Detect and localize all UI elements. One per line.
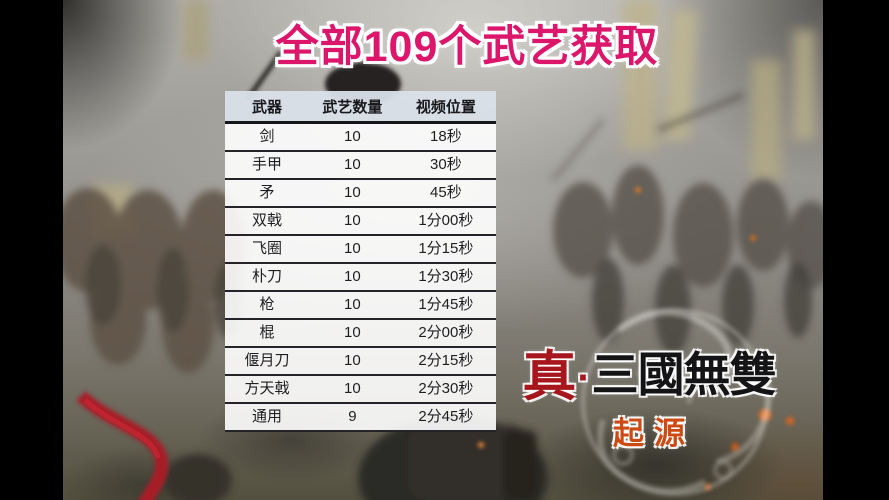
table-row: 飞圈 10 1分15秒 (225, 235, 496, 264)
skill-count-cell: 10 (309, 319, 396, 348)
video-position-cell: 2分00秒 (395, 319, 496, 348)
logo-separator-dot: · (577, 356, 591, 400)
video-position-cell: 2分30秒 (395, 375, 496, 404)
table-header-row: 武器 武艺数量 视频位置 (225, 91, 496, 124)
table-row: 手甲 10 30秒 (225, 151, 496, 180)
video-content-frame: 全部109个武艺获取 武器 武艺数量 视频位置 剑 10 18秒 手甲 10 30秒矛 10… (63, 0, 823, 500)
video-position-cell: 30秒 (395, 151, 496, 180)
cavalry-silhouettes (63, 93, 823, 373)
video-position-cell: 1分45秒 (395, 291, 496, 320)
soldier-legs (358, 416, 548, 500)
table-row: 棍 10 2分00秒 (225, 319, 496, 348)
skill-count-cell: 10 (309, 207, 396, 236)
table-row: 方天戟 10 2分30秒 (225, 375, 496, 404)
column-header-video-position: 视频位置 (395, 91, 496, 124)
video-position-cell: 2分45秒 (395, 403, 496, 432)
table-row: 双戟 10 1分00秒 (225, 207, 496, 236)
logo-subtitle: 起源 (613, 416, 695, 451)
weapon-name-cell: 偃月刀 (225, 347, 309, 376)
video-position-cell: 1分00秒 (395, 207, 496, 236)
video-position-cell: 45秒 (395, 179, 496, 208)
weapon-name-cell: 朴刀 (225, 263, 309, 292)
weapon-name-cell: 通用 (225, 403, 309, 432)
letterbox-left (0, 0, 63, 500)
table-row: 通用 9 2分45秒 (225, 403, 496, 432)
skill-count-cell: 10 (309, 291, 396, 320)
page-title: 全部109个武艺获取 (275, 23, 659, 71)
skill-count-cell: 9 (309, 403, 396, 432)
video-position-cell: 1分30秒 (395, 263, 496, 292)
game-logo: 真·三國無雙 起源 (515, 350, 783, 453)
skill-count-cell: 10 (309, 235, 396, 264)
weapon-table-body: 剑 10 18秒 手甲 10 30秒矛 10 45秒 双戟 10 1分00秒 飞圈 10 1分15秒 朴刀 1… (225, 122, 496, 432)
logo-main-text: 三國無雙 (591, 348, 777, 401)
video-position-cell: 18秒 (395, 122, 496, 152)
weapon-name-cell: 双戟 (225, 207, 309, 236)
weapon-name-cell: 矛 (225, 179, 309, 208)
skill-count-cell: 10 (309, 263, 396, 292)
table-row: 矛 10 45秒 (225, 179, 496, 208)
skills-table-container: 武器 武艺数量 视频位置 剑 10 18秒 手甲 10 30秒矛 10 45秒 双戟 10 1分00… (225, 91, 496, 432)
ground-rock (164, 454, 232, 500)
table-row: 朴刀 10 1分30秒 (225, 263, 496, 292)
weapon-name-cell: 方天戟 (225, 375, 309, 404)
weapon-name-cell: 飞圈 (225, 235, 309, 264)
skill-count-cell: 10 (309, 151, 396, 180)
logo-main-line: 真·三國無雙 (515, 350, 783, 404)
weapon-name-cell: 棍 (225, 319, 309, 348)
weapon-name-cell: 剑 (225, 122, 309, 152)
weapon-name-cell: 手甲 (225, 151, 309, 180)
video-position-cell: 1分15秒 (395, 235, 496, 264)
table-row: 枪 10 1分45秒 (225, 291, 496, 320)
table-row: 偃月刀 10 2分15秒 (225, 347, 496, 376)
video-position-cell: 2分15秒 (395, 347, 496, 376)
skills-table: 武器 武艺数量 视频位置 剑 10 18秒 手甲 10 30秒矛 10 45秒 双戟 10 1分00… (225, 91, 496, 432)
table-row: 剑 10 18秒 (225, 122, 496, 152)
skill-count-cell: 10 (309, 122, 396, 152)
dragon-emblem (581, 308, 772, 496)
column-header-weapon: 武器 (225, 91, 309, 124)
logo-prefix: 真 (522, 347, 577, 407)
red-ribbon (76, 391, 169, 500)
skill-count-cell: 10 (309, 375, 396, 404)
weapon-name-cell: 枪 (225, 291, 309, 320)
battlefield-decorations (63, 0, 823, 500)
letterbox-right (823, 0, 889, 500)
column-header-skill-count: 武艺数量 (309, 91, 396, 124)
skill-count-cell: 10 (309, 179, 396, 208)
foreground-soldier-silhouette (164, 50, 548, 500)
skill-count-cell: 10 (309, 347, 396, 376)
